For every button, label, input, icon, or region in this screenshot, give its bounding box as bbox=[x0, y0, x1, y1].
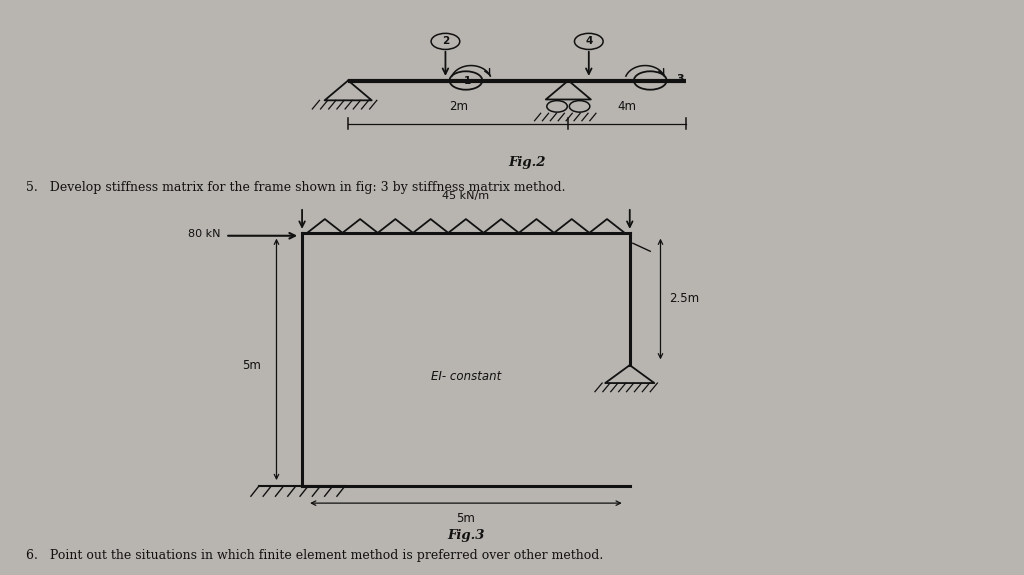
Text: 6.   Point out the situations in which finite element method is preferred over o: 6. Point out the situations in which fin… bbox=[26, 549, 603, 562]
Text: 45 kN/m: 45 kN/m bbox=[442, 191, 489, 201]
Text: 5m: 5m bbox=[457, 512, 475, 525]
Text: 2.5m: 2.5m bbox=[669, 293, 698, 305]
Text: Fig.2: Fig.2 bbox=[509, 156, 546, 170]
Text: 5m: 5m bbox=[243, 359, 261, 371]
Text: 5.   Develop stiffness matrix for the frame shown in fig: 3 by stiffness matrix : 5. Develop stiffness matrix for the fram… bbox=[26, 181, 565, 194]
Text: 80 kN: 80 kN bbox=[187, 229, 220, 239]
Text: 4: 4 bbox=[585, 36, 593, 47]
Text: 2m: 2m bbox=[449, 100, 468, 113]
Text: 3: 3 bbox=[676, 74, 683, 85]
Text: 1: 1 bbox=[463, 76, 471, 86]
Text: 4m: 4m bbox=[617, 100, 637, 113]
Text: EI- constant: EI- constant bbox=[431, 370, 501, 383]
Text: 2: 2 bbox=[441, 36, 450, 47]
Text: Fig.3: Fig.3 bbox=[447, 529, 484, 542]
